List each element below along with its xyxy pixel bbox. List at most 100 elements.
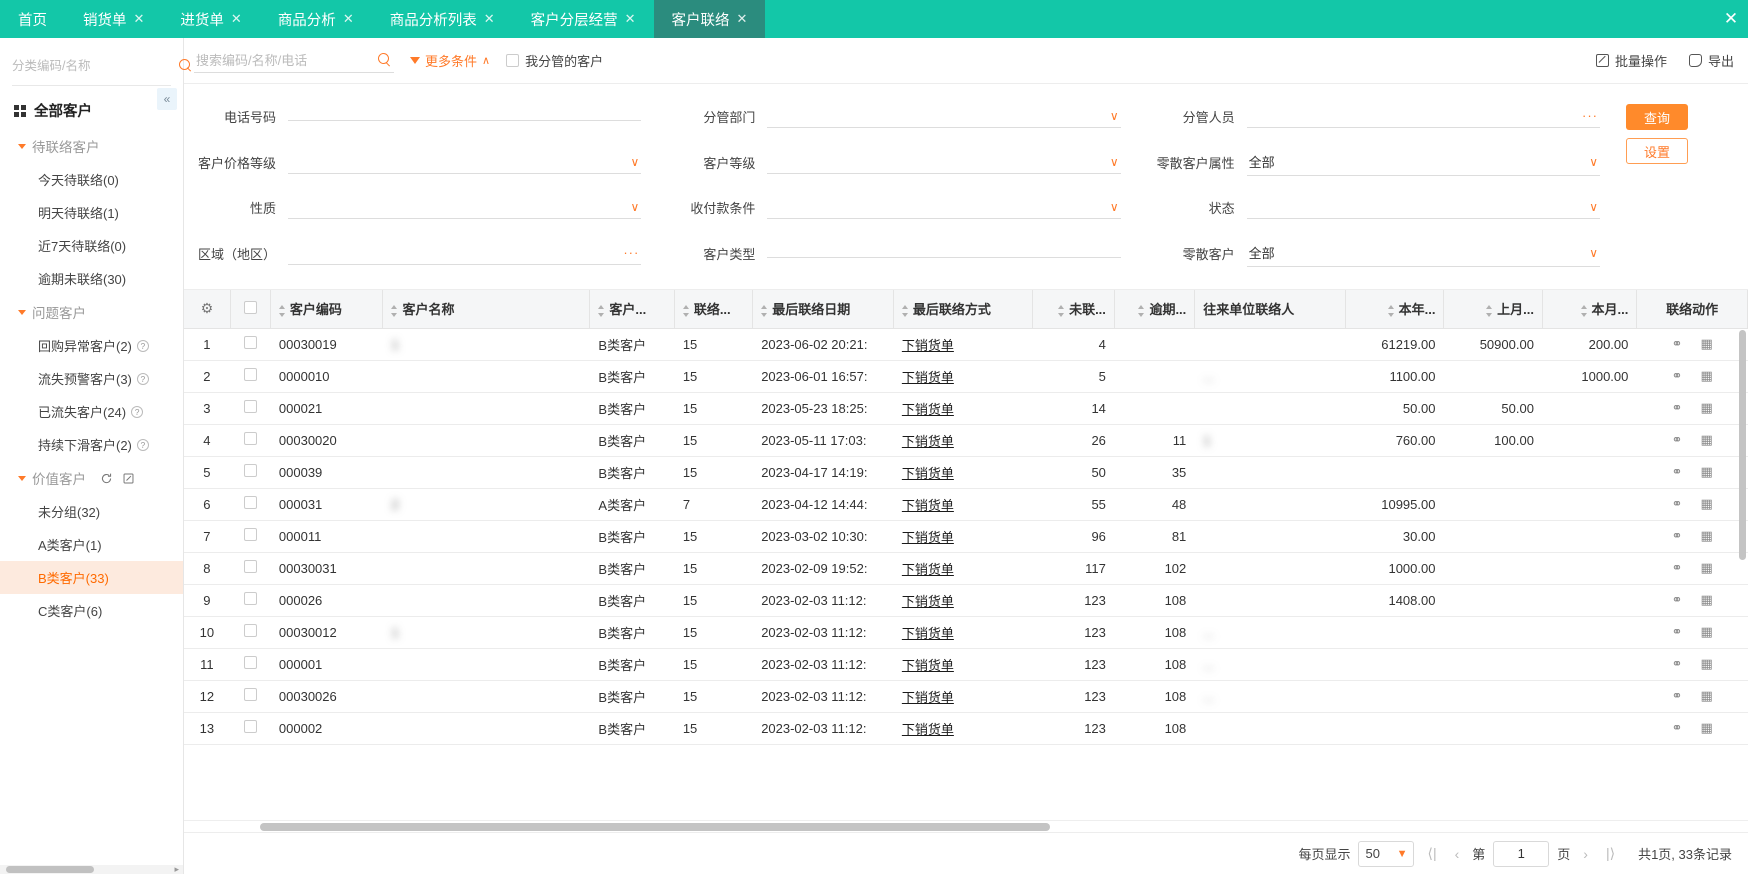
refresh-icon[interactable] [100,472,113,485]
qrcode-icon[interactable]: ▦ [1700,336,1713,351]
table-row[interactable]: 2 0000010 B类客户 15 2023-06-01 16:57: 下销货单 5... 1… [184,360,1748,393]
filter-input[interactable]: ∨ [1246,196,1600,219]
tab-3[interactable]: 商品分析 ✕ [260,0,372,38]
qrcode-icon[interactable]: ▦ [1700,432,1713,447]
close-icon[interactable]: ✕ [342,11,354,26]
order-link[interactable]: 下销货单 [901,497,954,513]
sidebar-item-all-customers[interactable]: 全部客户 [0,92,183,129]
sidebar-item-1-0[interactable]: 回购异常客户(2)? [0,329,183,362]
sidebar-group-2[interactable]: 价值客户 [0,461,183,495]
order-link[interactable]: 下销货单 [901,689,954,705]
qrcode-icon[interactable]: ▦ [1700,592,1713,607]
my-customers-checkbox[interactable] [506,54,520,67]
row-checkbox[interactable] [243,592,257,605]
tab-6[interactable]: 客户联络 ✕ [653,0,766,38]
sidebar-item-1-1[interactable]: 流失预警客户(3)? [0,362,183,395]
contact-record-icon[interactable]: ⚭ [1671,624,1683,639]
filter-input[interactable] [288,112,642,121]
close-icon[interactable]: ✕ [736,11,748,26]
table-header-unitperson[interactable]: 往来单位联络人 [1194,290,1346,329]
filter-input[interactable]: 全部 ∨ [1246,148,1600,176]
contact-record-icon[interactable]: ⚭ [1671,496,1683,511]
sort-icon[interactable] [1387,304,1395,317]
sidebar-item-1-3[interactable]: 持续下滑客户(2)? [0,428,183,461]
help-icon[interactable]: ? [131,405,144,418]
sidebar-search[interactable] [12,46,190,86]
row-checkbox[interactable] [243,496,257,509]
contact-record-icon[interactable]: ⚭ [1671,336,1683,351]
tab-5[interactable]: 客户分层经营 ✕ [513,0,654,38]
filter-input[interactable] [767,249,1121,258]
table-header-thismonth[interactable]: 本月... [1542,290,1638,329]
table-header-code[interactable]: 客户编码 [270,290,384,329]
search-input[interactable] [196,52,378,68]
sort-icon[interactable] [682,304,690,317]
help-icon[interactable]: ? [136,339,149,352]
table-vertical-scrollbar[interactable] [1739,330,1746,804]
table-row[interactable]: 12 00030026 B类客户 15 2023-02-03 11:12: 下销货单 123… [184,680,1748,713]
sidebar-item-2-0[interactable]: 未分组(32) [0,495,183,528]
more-options-icon[interactable]: ··· [623,245,640,260]
sidebar-group-1[interactable]: 问题客户 [0,295,183,329]
filter-input[interactable]: ∨ [288,151,642,174]
first-page-button[interactable]: ⟨| [1427,845,1437,861]
table-header-overdue[interactable]: 逾期... [1114,290,1196,329]
sort-icon[interactable] [1580,304,1588,317]
sidebar-group-0[interactable]: 待联络客户 [0,129,183,163]
more-conditions-button[interactable]: 更多条件 ∧ [410,51,490,70]
sort-icon[interactable] [1138,304,1145,317]
table-row[interactable]: 3 000021 B类客户 15 2023-05-23 18:25: 下销货单 14 50.0… [184,392,1748,425]
qrcode-icon[interactable]: ▦ [1700,464,1713,479]
order-link[interactable]: 下销货单 [901,465,954,481]
order-link[interactable]: 下销货单 [901,529,954,545]
order-link[interactable]: 下销货单 [901,561,954,577]
order-link[interactable]: 下销货单 [901,721,954,737]
table-header-contacts[interactable]: 联络... [674,290,754,329]
sort-icon[interactable] [1058,304,1065,317]
qrcode-icon[interactable]: ▦ [1700,560,1713,575]
per-page-select[interactable]: 50 ▼ [1358,840,1415,867]
sort-icon[interactable] [598,304,605,317]
chevron-right-icon[interactable]: ▸ [174,864,179,874]
my-customers-toggle[interactable]: 我分管的客户 [506,51,603,70]
qrcode-icon[interactable]: ▦ [1700,688,1713,703]
contact-record-icon[interactable]: ⚭ [1671,656,1683,671]
table-row[interactable]: 13 000002 B类客户 15 2023-02-03 11:12: 下销货单 123 10… [184,712,1748,745]
row-checkbox[interactable] [243,400,257,413]
table-row[interactable]: 7 000011 B类客户 15 2023-03-02 10:30: 下销货单 96 81 30… [184,520,1748,553]
sidebar-item-0-1[interactable]: 明天待联络(1) [0,196,183,229]
chevron-down-icon[interactable]: ∨ [630,154,640,169]
more-options-icon[interactable]: ··· [1582,108,1598,123]
gear-icon[interactable]: ⚙ [200,300,214,317]
contact-record-icon[interactable]: ⚭ [1671,432,1683,447]
table-row[interactable]: 5 000039 B类客户 15 2023-04-17 14:19: 下销货单 50 35 ⚭ ▦ [184,456,1748,489]
settings-button[interactable]: 设置 [1626,138,1688,164]
filter-input[interactable]: ∨ [767,151,1121,174]
table-header-lastdate[interactable]: 最后联络日期 [752,290,894,329]
sort-icon[interactable] [1486,304,1493,317]
row-checkbox[interactable] [243,432,257,445]
close-icon[interactable]: ✕ [483,11,495,26]
row-checkbox[interactable] [243,720,257,733]
table-header-name[interactable]: 客户名称 [382,290,591,329]
filter-input[interactable]: ∨ [767,196,1121,219]
help-icon[interactable]: ? [136,372,149,385]
batch-operation-button[interactable]: 批量操作 [1595,51,1667,70]
qrcode-icon[interactable]: ▦ [1700,656,1713,671]
order-link[interactable]: 下销货单 [901,401,954,417]
contact-record-icon[interactable]: ⚭ [1671,720,1683,735]
chevron-down-icon[interactable]: ∨ [1109,154,1119,169]
qrcode-icon[interactable]: ▦ [1700,720,1713,735]
table-header-level[interactable]: 客户... [589,290,675,329]
order-link[interactable]: 下销货单 [901,593,954,609]
row-checkbox[interactable] [243,560,257,573]
table-header-idx[interactable]: ⚙ [184,290,231,329]
help-icon[interactable]: ? [136,438,149,451]
tab-4[interactable]: 商品分析列表 ✕ [372,0,513,38]
row-checkbox[interactable] [243,528,257,541]
chevron-down-icon[interactable]: ∨ [1109,108,1119,123]
qrcode-icon[interactable]: ▦ [1700,528,1713,543]
order-link[interactable]: 下销货单 [901,337,954,353]
sidebar-item-0-3[interactable]: 逾期未联络(30) [0,262,183,295]
table-header-actions[interactable]: 联络动作 [1636,290,1748,329]
